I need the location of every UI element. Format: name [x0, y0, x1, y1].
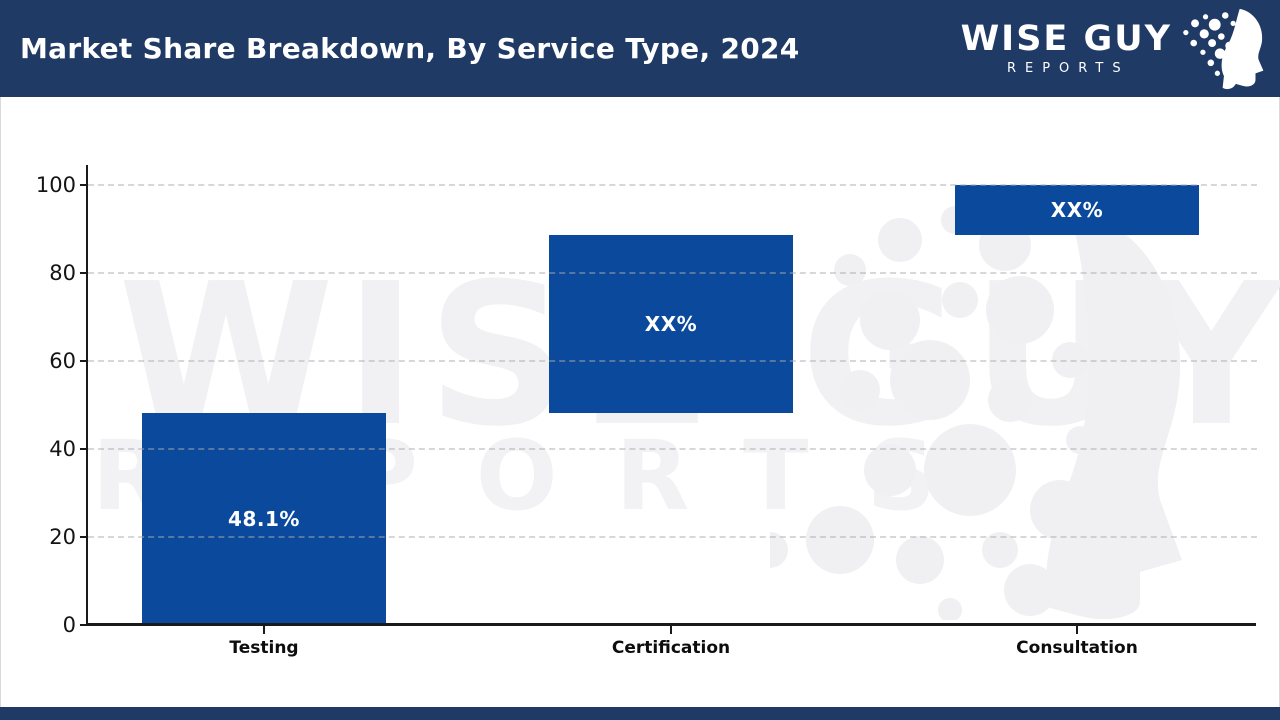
footer-bar: [0, 707, 1280, 720]
x-tick-2: [1076, 626, 1078, 634]
logo: WISE GUY REPORTS: [961, 6, 1280, 92]
watermark-face-icon: [770, 206, 1182, 620]
page-title: Market Share Breakdown, By Service Type,…: [20, 32, 800, 65]
y-tick-label: 100: [35, 173, 76, 197]
gridline-20: [88, 536, 1257, 538]
y-tick-20: [80, 536, 88, 538]
y-tick-60: [80, 360, 88, 362]
bar-testing[interactable]: 48.1%: [142, 413, 386, 625]
bar-certification[interactable]: XX%: [549, 235, 793, 414]
y-tick-label: 60: [49, 349, 76, 373]
gridline-80: [88, 272, 1257, 274]
gridline-40: [88, 448, 1257, 450]
gridline-100: [88, 184, 1257, 186]
y-tick-80: [80, 272, 88, 274]
logo-text: WISE GUY REPORTS: [960, 18, 1172, 76]
x-axis: [86, 623, 1256, 626]
header: Market Share Breakdown, By Service Type,…: [0, 0, 1280, 97]
x-tick-1: [670, 626, 672, 634]
gridline-60: [88, 360, 1257, 362]
y-tick-100: [80, 184, 88, 186]
bar-value-label: 48.1%: [228, 507, 300, 532]
y-tick-0: [80, 624, 88, 626]
x-tick-0: [263, 626, 265, 634]
logo-face-icon: [1183, 8, 1264, 89]
bar-value-label: XX%: [644, 312, 698, 337]
y-tick-label: 0: [62, 613, 76, 637]
y-axis: [86, 165, 88, 626]
x-tick-label-consultation: Consultation: [1016, 638, 1138, 658]
bar-value-label: XX%: [1050, 198, 1104, 223]
x-tick-label-certification: Certification: [611, 638, 731, 658]
logo-reports-label: REPORTS: [1006, 60, 1130, 76]
y-tick-label: 80: [49, 261, 76, 285]
x-tick-label-testing: Testing: [229, 638, 299, 658]
y-tick-label: 40: [49, 437, 76, 461]
y-tick-label: 20: [49, 525, 76, 549]
bar-consultation[interactable]: XX%: [955, 185, 1199, 236]
y-tick-40: [80, 448, 88, 450]
logo-wiseguy-label: WISE GUY: [960, 18, 1172, 59]
